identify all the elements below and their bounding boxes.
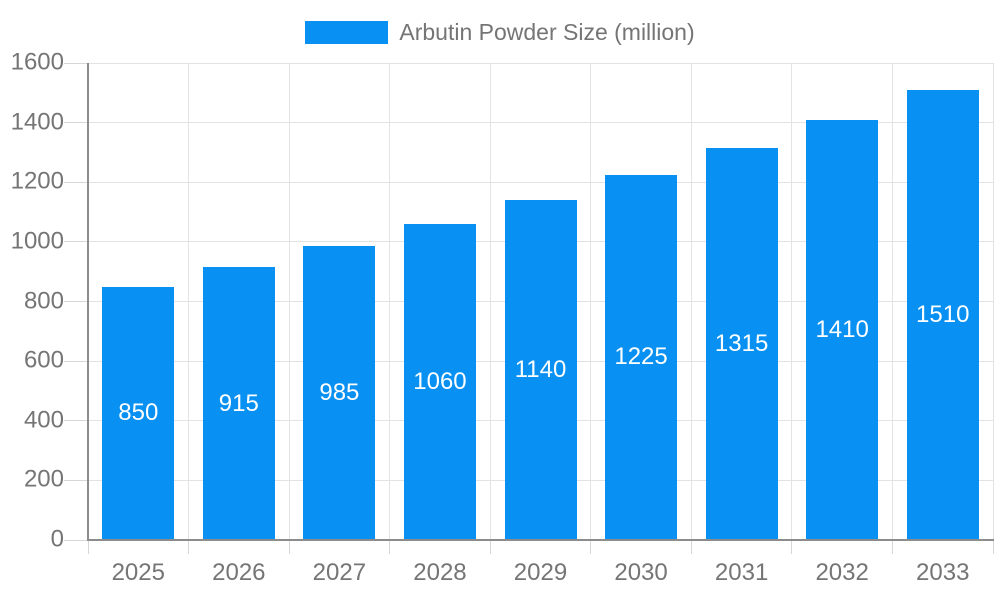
y-tick-mark — [64, 420, 88, 422]
y-axis-tick-label: 400 — [23, 406, 64, 434]
bar-value-label: 1315 — [714, 329, 769, 357]
gridline-horizontal — [88, 62, 993, 64]
bar-value-label: 1510 — [916, 300, 970, 328]
x-tick-mark — [590, 540, 592, 554]
gridline-vertical — [288, 63, 290, 540]
bar-value-label: 1140 — [514, 356, 567, 384]
gridline-vertical — [891, 63, 893, 540]
y-axis-line — [87, 63, 89, 541]
gridline-horizontal — [88, 122, 993, 124]
bar-value-label: 985 — [319, 379, 360, 407]
x-tick-mark — [288, 540, 290, 554]
x-tick-mark — [87, 540, 89, 554]
x-axis-tick-label: 2031 — [714, 559, 769, 586]
x-axis-tick-label: 2030 — [614, 559, 668, 586]
x-tick-mark — [891, 540, 893, 554]
y-axis-tick-label: 1000 — [10, 227, 64, 255]
x-tick-mark — [791, 540, 793, 554]
bar-2029 — [504, 200, 577, 540]
y-tick-mark — [64, 360, 88, 362]
y-axis-tick-label: 800 — [23, 287, 64, 315]
x-axis-tick-label: 2027 — [312, 559, 367, 586]
x-tick-mark — [389, 540, 391, 554]
y-axis-tick-label: 1200 — [10, 167, 64, 195]
x-axis-tick-label: 2029 — [513, 559, 568, 586]
y-axis-tick-label: 0 — [50, 525, 64, 553]
y-tick-mark — [64, 241, 88, 243]
bar-2030 — [605, 174, 678, 540]
gridline-vertical — [791, 63, 793, 540]
x-axis-tick-label: 2026 — [212, 559, 266, 586]
bar-value-label: 1060 — [413, 367, 467, 395]
x-tick-mark — [188, 540, 190, 554]
bar-2026 — [202, 267, 275, 540]
bar-2027 — [303, 246, 376, 540]
y-tick-mark — [64, 301, 88, 302]
bar-2033 — [906, 89, 979, 540]
x-axis-line — [88, 539, 994, 541]
bar-value-label: 1410 — [815, 315, 869, 343]
x-tick-mark — [489, 540, 491, 554]
x-tick-mark — [992, 540, 994, 554]
y-tick-mark — [64, 181, 88, 183]
bar-value-label: 915 — [218, 389, 259, 417]
y-tick-mark — [64, 62, 88, 64]
bar-value-label: 1225 — [614, 343, 668, 371]
y-tick-mark — [64, 479, 88, 481]
y-axis-tick-label: 600 — [23, 346, 64, 374]
gridline-vertical — [590, 63, 592, 540]
gridline-vertical — [389, 63, 391, 540]
x-tick-mark — [690, 540, 692, 554]
bar-value-label: 850 — [118, 399, 159, 427]
gridline-horizontal — [88, 181, 993, 183]
gridline-vertical — [690, 63, 692, 540]
y-axis-tick-label: 1400 — [10, 108, 64, 136]
y-axis-tick-label: 200 — [23, 465, 64, 493]
legend-label: Arbutin Powder Size (million) — [399, 19, 695, 45]
x-axis-tick-label: 2028 — [413, 559, 467, 586]
x-axis-tick-label: 2025 — [111, 559, 165, 586]
x-axis-tick-label: 2033 — [916, 559, 970, 586]
bar-2025 — [102, 286, 175, 540]
gridline-vertical — [489, 63, 491, 540]
bar-2032 — [806, 119, 879, 540]
legend-swatch — [305, 21, 389, 44]
y-tick-mark — [64, 539, 88, 541]
y-tick-mark — [64, 122, 88, 124]
bar-2028 — [403, 223, 476, 540]
bar-2031 — [705, 147, 778, 540]
y-axis-tick-label: 1600 — [10, 48, 64, 76]
legend[interactable]: Arbutin Powder Size (million) — [0, 20, 1000, 45]
gridline-vertical — [188, 63, 190, 540]
gridline-vertical — [992, 63, 994, 540]
x-axis-tick-label: 2032 — [815, 559, 869, 586]
